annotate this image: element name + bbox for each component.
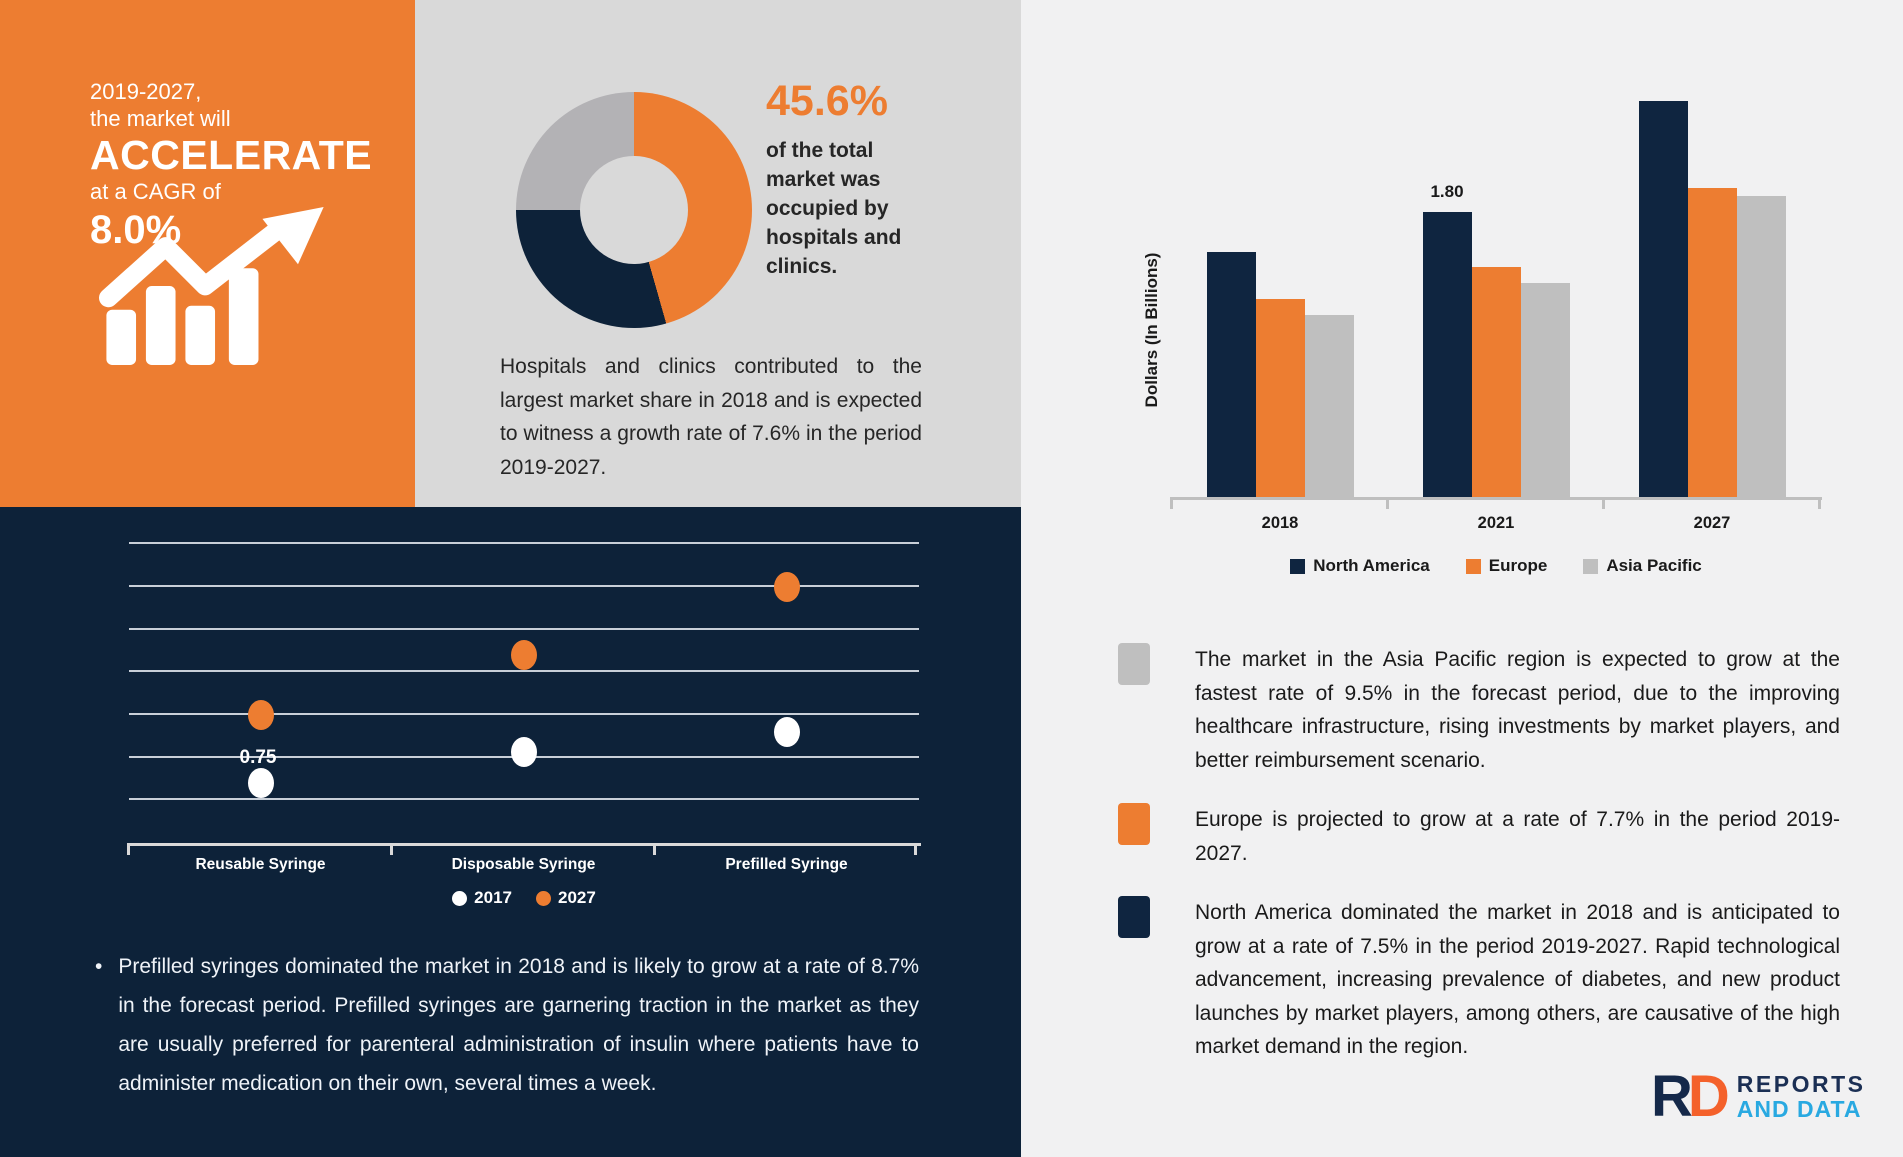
dot-axis-tick-2 <box>653 845 656 855</box>
cagr-period: 2019-2027, <box>90 79 202 104</box>
dot-2017-disposable-syringe <box>510 737 537 768</box>
legend-label: North America <box>1313 556 1430 575</box>
bar-chart-x-axis <box>1170 497 1822 509</box>
legend-dot-icon <box>452 890 468 906</box>
north-america-bullet: North America dominated the market in 20… <box>1118 896 1840 1064</box>
enduser-stat: 45.6% of the total market was occupied b… <box>766 78 936 281</box>
dot-2017-reusable-syringe <box>247 768 274 799</box>
cagr-accelerate: ACCELERATE <box>90 132 373 178</box>
dot-category-label-reusable-syringe: Reusable Syringe <box>195 856 326 873</box>
dot-2027-reusable-syringe <box>247 699 274 730</box>
dot-2027-disposable-syringe <box>510 640 537 671</box>
bar-chart-legend: North America Europe Asia Pacific <box>1142 556 1850 576</box>
legend-label: 2027 <box>558 888 596 907</box>
regional-bar-chart: 1.80 <box>1170 90 1822 509</box>
bar-axis-tick-1 <box>1386 499 1389 509</box>
enduser-stat-value: 45.6% <box>766 77 888 125</box>
bar-axis-tick-3 <box>1818 499 1821 509</box>
legend-label: Asia Pacific <box>1606 556 1702 575</box>
enduser-paragraph: Hospitals and clinics contributed to the… <box>500 355 922 479</box>
logo-mark: RD <box>1651 1068 1730 1126</box>
dot-plot-gridline <box>129 584 919 587</box>
bar-europe-2027 <box>1687 188 1737 497</box>
dot-plot-gridline <box>129 542 919 545</box>
dot-plot-legend: 2017 2027 <box>129 888 919 908</box>
cagr-highlight-block: 2019-2027, the market will ACCELERATE at… <box>0 0 415 507</box>
bar-x-label-2018: 2018 <box>1261 514 1299 532</box>
legend-label: 2017 <box>474 888 512 907</box>
prefilled-syringe-bullet: • Prefilled syringes dominated the marke… <box>95 947 919 1103</box>
dot-plot-gridline <box>129 798 919 801</box>
europe-bullet-square <box>1118 803 1150 845</box>
europe-bullet: Europe is projected to grow at a rate of… <box>1118 803 1840 870</box>
bar-x-label-2021: 2021 <box>1477 514 1515 532</box>
legend-item-north-america: North America <box>1290 556 1430 576</box>
bar-asia-pacific-2018 <box>1304 315 1354 497</box>
dot-value-label: 0.75 <box>239 746 277 768</box>
bar-north-america-2021 <box>1422 212 1472 497</box>
dot-category-label-prefilled-syringe: Prefilled Syringe <box>725 856 848 873</box>
prefilled-syringe-bullet-text: Prefilled syringes dominated the market … <box>118 955 919 1095</box>
bar-asia-pacific-2021 <box>1520 283 1570 497</box>
dot-2017-prefilled-syringe <box>773 716 800 747</box>
dot-plot-gridline <box>129 627 919 630</box>
dot-axis-tick-1 <box>390 845 393 855</box>
legend-item-europe: Europe <box>1465 556 1548 576</box>
bar-north-america-2027 <box>1638 101 1688 497</box>
legend-square-icon <box>1583 558 1599 574</box>
bar-x-label-2027: 2027 <box>1693 514 1731 532</box>
north-america-bullet-square <box>1118 896 1150 938</box>
asia-pacific-bullet-square <box>1118 643 1150 685</box>
north-america-bullet-text: North America dominated the market in 20… <box>1195 901 1840 1058</box>
logo-text-line2: AND DATA <box>1736 1096 1862 1122</box>
bar-value-label: 1.80 <box>1430 182 1464 202</box>
dot-plot-gridline <box>129 712 919 715</box>
logo-letter-d: D <box>1687 1064 1730 1129</box>
dot-2027-prefilled-syringe <box>773 571 800 602</box>
bar-chart-x-labels: 2018 2021 2027 <box>1172 514 1820 536</box>
bullet-marker: • <box>95 955 103 978</box>
europe-bullet-text: Europe is projected to grow at a rate of… <box>1195 808 1840 865</box>
bar-europe-2018 <box>1255 299 1305 497</box>
dot-legend-item-2017: 2017 <box>452 888 512 908</box>
legend-square-icon <box>1290 558 1306 574</box>
dot-plot-x-axis <box>127 843 921 855</box>
legend-item-asia-pacific: Asia Pacific <box>1583 556 1702 576</box>
legend-label: Europe <box>1488 556 1548 575</box>
bar-asia-pacific-2027 <box>1736 196 1786 497</box>
legend-square-icon <box>1465 558 1481 574</box>
dot-axis-tick-0 <box>127 845 130 855</box>
enduser-stat-caption: of the total market was occupied by hosp… <box>766 139 902 278</box>
asia-pacific-bullet-text: The market in the Asia Pacific region is… <box>1195 648 1840 772</box>
enduser-donut <box>516 92 752 328</box>
logo-text: REPORTS AND DATA <box>1737 1072 1866 1122</box>
legend-dot-icon <box>536 890 551 906</box>
bar-europe-2021 <box>1471 267 1521 497</box>
dot-plot-category-labels: Reusable Syringe Disposable Syringe Prefil… <box>129 856 919 880</box>
logo-letter-r: R <box>1651 1064 1693 1129</box>
bar-chart-y-axis-label: Dollars (In Billions) <box>1142 252 1161 408</box>
bar-axis-tick-2 <box>1602 499 1605 509</box>
regional-analysis-panel: Dollars (In Billions) 1.80 2018 2021 2027 … <box>1021 0 1903 1157</box>
cagr-text-1: the market will <box>90 106 231 131</box>
syringe-dot-plot: 0.75 <box>127 530 921 855</box>
reports-and-data-logo: RD REPORTS AND DATA <box>1651 1068 1865 1126</box>
dot-plot-gridline <box>129 670 919 673</box>
asia-pacific-bullet: The market in the Asia Pacific region is… <box>1118 643 1840 777</box>
cagr-text-2: at a CAGR of <box>90 179 221 204</box>
bar-north-america-2018 <box>1206 252 1256 497</box>
enduser-share-block: 45.6% of the total market was occupied b… <box>415 0 1021 507</box>
dot-axis-tick-3 <box>914 845 917 855</box>
growth-chart-arrow-icon <box>99 207 324 365</box>
logo-text-line1: REPORTS <box>1736 1071 1866 1097</box>
bar-axis-tick-0 <box>1170 499 1173 509</box>
syringe-type-block: 0.75 Reusable Syringe Disposable Syringe P… <box>0 507 1021 1157</box>
dot-category-label-disposable-syringe: Disposable Syringe <box>451 856 596 873</box>
dot-legend-item-2027: 2027 <box>536 888 596 908</box>
